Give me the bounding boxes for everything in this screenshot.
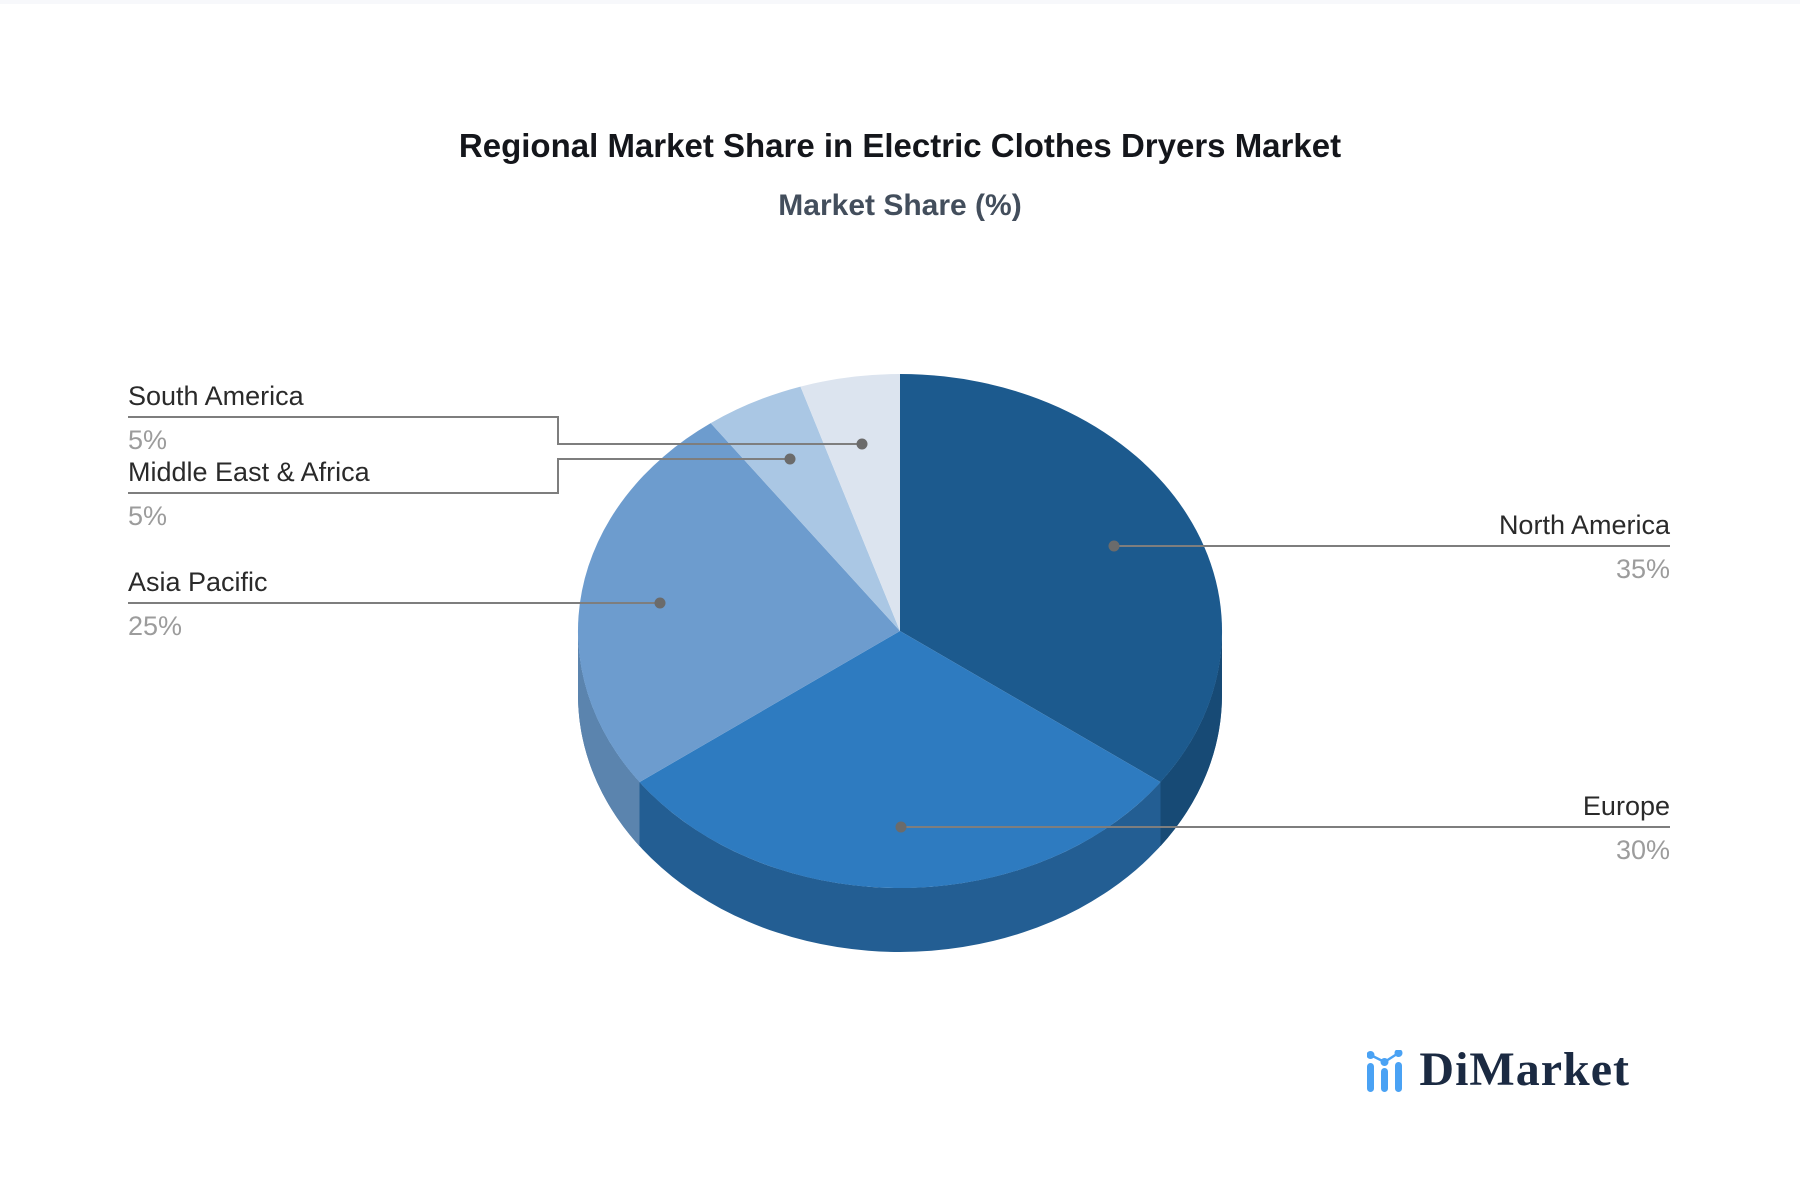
value-north-america: 35% xyxy=(1615,554,1670,584)
leader-dot-middle-east-africa xyxy=(784,453,796,465)
leader-dot-south-america xyxy=(856,438,868,450)
leader-dots xyxy=(654,438,1120,833)
value-europe: 30% xyxy=(1615,835,1670,865)
label-asia-pacific: Asia Pacific xyxy=(128,566,268,598)
pie-slice-middle-east-africa[interactable] xyxy=(710,386,900,631)
value-middle-east-africa: 5% xyxy=(128,501,168,531)
pie-slice-asia-pacific[interactable] xyxy=(577,423,900,783)
label-middle-east-africa: Middle East & Africa xyxy=(128,456,370,488)
value-asia-pacific: 25% xyxy=(128,611,183,641)
leader-dot-europe xyxy=(895,821,907,833)
label-south-america-text: South America xyxy=(128,381,304,411)
leader-line-middle-east-africa xyxy=(128,458,790,494)
brand-logo-icon xyxy=(1367,1050,1403,1092)
brand-logo-text: DiMarket xyxy=(1419,1043,1630,1096)
pie-depth-europe xyxy=(578,631,1222,952)
label-asia-pacific-text: Asia Pacific xyxy=(128,567,268,597)
label-north-america-text: North America xyxy=(1498,510,1670,540)
leader-dot-asia-pacific xyxy=(654,597,666,609)
pie-slice-north-america[interactable] xyxy=(900,374,1223,783)
label-south-america: South America xyxy=(128,380,304,412)
label-north-america: North America xyxy=(1499,509,1670,541)
chart-subtitle: Market Share (%) xyxy=(778,189,1022,222)
leader-dot-north-america xyxy=(1108,540,1120,552)
label-europe: Europe xyxy=(1583,790,1670,822)
value-south-america: 5% xyxy=(128,425,168,455)
pie-depth-asia-pacific xyxy=(577,631,640,847)
brand-logo: DiMarket xyxy=(1367,1040,1630,1096)
leader-lines xyxy=(128,416,1670,828)
pie-slice-south-america[interactable] xyxy=(800,374,901,631)
pie-slice-europe[interactable] xyxy=(639,631,1161,889)
label-middle-east-africa-text: Middle East & Africa xyxy=(128,457,370,487)
pie-depth-north-america xyxy=(1160,631,1222,847)
label-europe-text: Europe xyxy=(1582,791,1670,821)
window-top-edge xyxy=(0,0,1800,4)
leader-line-south-america xyxy=(128,416,862,445)
chart-title: Regional Market Share in Electric Clothe… xyxy=(458,127,1342,164)
